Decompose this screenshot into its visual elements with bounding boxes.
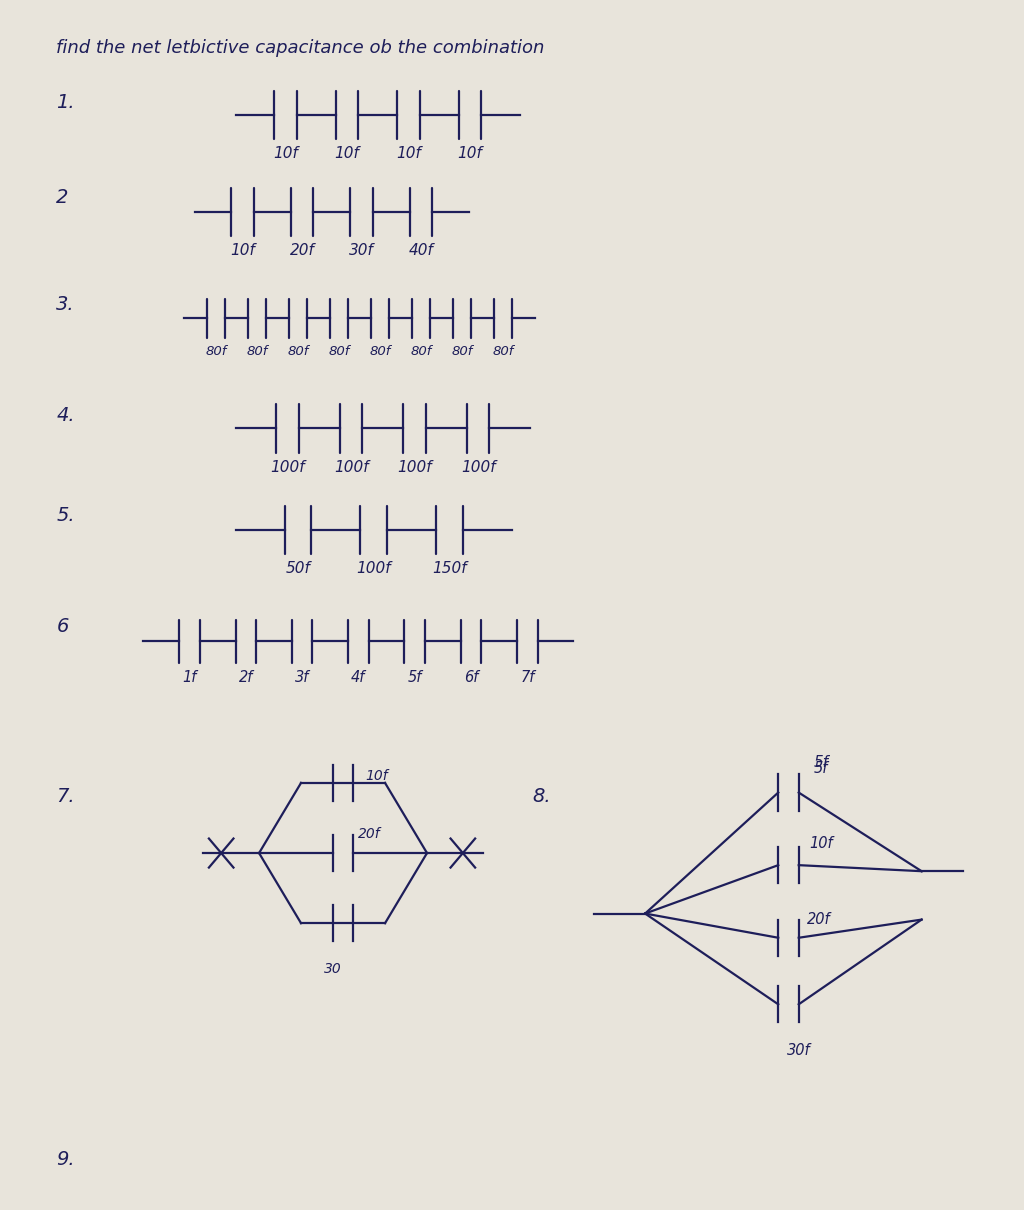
Text: 150f: 150f xyxy=(432,561,467,576)
Text: 80f: 80f xyxy=(247,345,267,358)
Text: 5.: 5. xyxy=(56,506,75,525)
Text: 20f: 20f xyxy=(807,912,830,927)
Text: 50f: 50f xyxy=(286,561,310,576)
Text: 80f: 80f xyxy=(370,345,390,358)
Text: 80f: 80f xyxy=(329,345,349,358)
Text: 3f: 3f xyxy=(295,670,309,685)
Text: 100f: 100f xyxy=(270,460,305,474)
Text: 100f: 100f xyxy=(356,561,391,576)
Text: 10f: 10f xyxy=(366,768,388,783)
Text: 3.: 3. xyxy=(56,295,75,315)
Text: 1.: 1. xyxy=(56,93,75,113)
Text: 8.: 8. xyxy=(532,786,551,806)
Text: 4.: 4. xyxy=(56,405,75,425)
Text: 40f: 40f xyxy=(409,243,433,258)
Text: 80f: 80f xyxy=(452,345,472,358)
Text: 2: 2 xyxy=(56,188,69,207)
Text: 80f: 80f xyxy=(206,345,226,358)
Text: 5f: 5f xyxy=(408,670,422,685)
Text: 7f: 7f xyxy=(520,670,535,685)
Text: 1f: 1f xyxy=(182,670,197,685)
Text: 10f: 10f xyxy=(335,146,359,161)
Text: 20f: 20f xyxy=(358,826,381,841)
Text: 20f: 20f xyxy=(290,243,314,258)
Text: 6f: 6f xyxy=(464,670,478,685)
Text: 30: 30 xyxy=(324,962,342,976)
Text: find the net letbictive capacitance ob the combination: find the net letbictive capacitance ob t… xyxy=(56,40,545,57)
Text: 10f: 10f xyxy=(809,836,833,851)
Text: 30f: 30f xyxy=(349,243,374,258)
Text: 80f: 80f xyxy=(411,345,431,358)
Text: 4f: 4f xyxy=(351,670,366,685)
Text: 6: 6 xyxy=(56,617,69,636)
Text: 9.: 9. xyxy=(56,1150,75,1169)
Text: 80f: 80f xyxy=(288,345,308,358)
Text: 10f: 10f xyxy=(230,243,255,258)
Text: 5f: 5f xyxy=(814,761,828,776)
Text: 7.: 7. xyxy=(56,786,75,806)
Text: 10f: 10f xyxy=(396,146,421,161)
Text: 100f: 100f xyxy=(397,460,432,474)
Text: 100f: 100f xyxy=(334,460,369,474)
Text: 2f: 2f xyxy=(239,670,253,685)
Text: 5f: 5f xyxy=(814,755,829,770)
Text: 100f: 100f xyxy=(461,460,496,474)
Text: 10f: 10f xyxy=(273,146,298,161)
Text: 10f: 10f xyxy=(458,146,482,161)
Text: 80f: 80f xyxy=(493,345,513,358)
Text: 30f: 30f xyxy=(786,1043,811,1058)
